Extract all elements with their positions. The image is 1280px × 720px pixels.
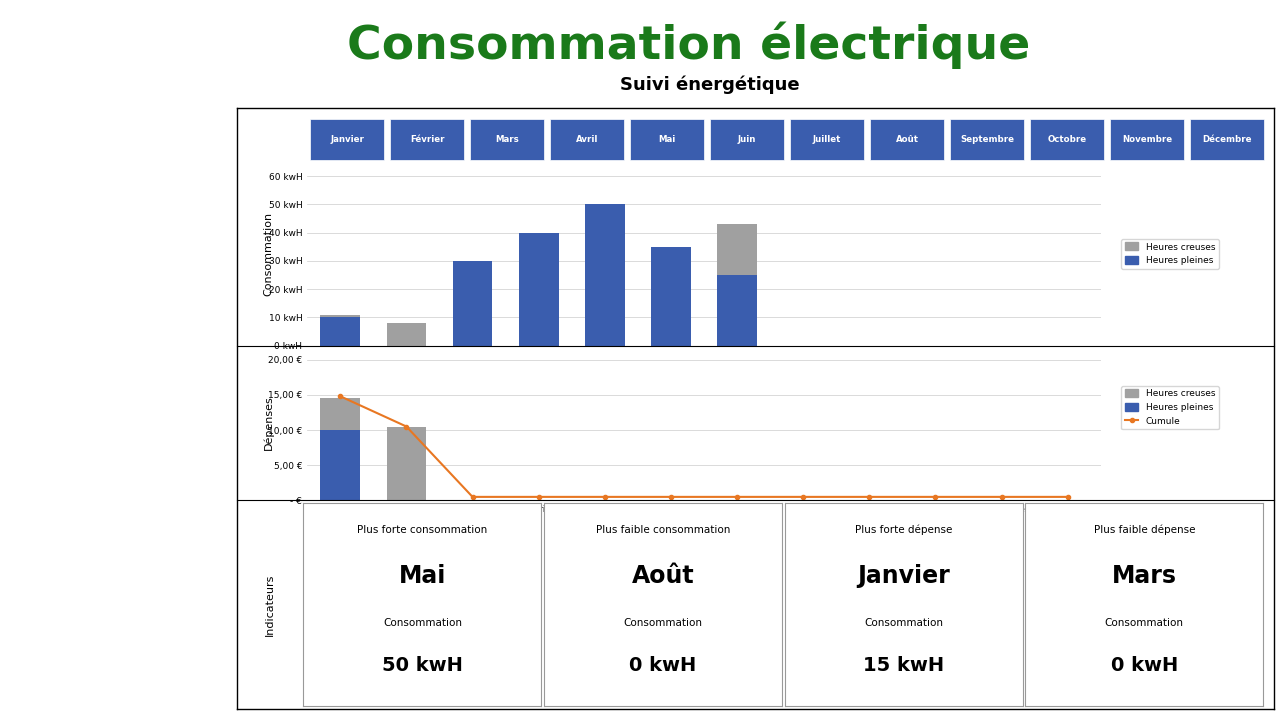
Bar bbox=[950, 119, 1024, 161]
Bar bbox=[870, 119, 943, 161]
Text: Dépenses: Dépenses bbox=[262, 395, 274, 451]
Text: Septembre: Septembre bbox=[960, 135, 1014, 144]
Text: Plus faible dépense: Plus faible dépense bbox=[1093, 524, 1196, 535]
Text: Juillet: Juillet bbox=[813, 135, 841, 144]
Text: Consommation: Consommation bbox=[383, 618, 462, 628]
Text: Octobre: Octobre bbox=[1047, 135, 1087, 144]
Bar bbox=[1110, 119, 1184, 161]
Text: ⚙: ⚙ bbox=[106, 474, 163, 534]
Bar bbox=[310, 119, 384, 161]
Text: 0 kwH: 0 kwH bbox=[630, 656, 696, 675]
Text: Juin: Juin bbox=[739, 135, 756, 144]
Text: 15 kwH: 15 kwH bbox=[863, 656, 945, 675]
Bar bbox=[387, 426, 426, 500]
Text: Consommation: Consommation bbox=[864, 618, 943, 628]
Bar bbox=[710, 119, 783, 161]
Text: Mars: Mars bbox=[1112, 564, 1176, 588]
Text: Février: Février bbox=[410, 135, 444, 144]
Bar bbox=[790, 119, 864, 161]
Text: Août: Août bbox=[896, 135, 919, 144]
Text: 50 kwH: 50 kwH bbox=[381, 656, 463, 675]
Bar bbox=[717, 224, 756, 275]
Bar bbox=[320, 318, 360, 346]
Bar bbox=[320, 398, 360, 430]
Text: Janvier: Janvier bbox=[858, 564, 950, 588]
Text: Indicateurs: Indicateurs bbox=[265, 574, 275, 636]
Bar bbox=[585, 204, 625, 346]
Text: Partie 3: Partie 3 bbox=[1119, 19, 1253, 49]
Bar bbox=[390, 119, 463, 161]
Bar bbox=[630, 119, 704, 161]
Text: Mai: Mai bbox=[659, 135, 676, 144]
Text: Décembre: Décembre bbox=[1202, 135, 1252, 144]
Bar bbox=[1190, 119, 1263, 161]
Text: Consommation: Consommation bbox=[264, 212, 273, 296]
Text: Plus forte dépense: Plus forte dépense bbox=[855, 524, 952, 535]
Bar bbox=[453, 261, 493, 346]
Text: Avril: Avril bbox=[576, 135, 598, 144]
Bar bbox=[320, 315, 360, 318]
Text: Mars: Mars bbox=[495, 135, 520, 144]
Text: Consommation électrique: Consommation électrique bbox=[347, 21, 1030, 68]
Bar bbox=[550, 119, 623, 161]
Text: Plus faible consommation: Plus faible consommation bbox=[596, 525, 730, 535]
Text: Consommation: Consommation bbox=[1105, 618, 1184, 628]
Bar bbox=[717, 275, 756, 346]
Text: L'entrepreneur: L'entrepreneur bbox=[99, 243, 125, 477]
Bar bbox=[518, 233, 558, 346]
Legend: Heures creuses, Heures pleines, Cumule: Heures creuses, Heures pleines, Cumule bbox=[1121, 386, 1219, 429]
Text: ⚙: ⚙ bbox=[38, 536, 73, 573]
Bar bbox=[320, 430, 360, 500]
Bar bbox=[470, 119, 544, 161]
Bar bbox=[652, 247, 691, 346]
Text: Suivi énergétique: Suivi énergétique bbox=[620, 76, 800, 94]
Bar bbox=[387, 323, 426, 346]
Bar bbox=[1030, 119, 1103, 161]
Text: 0 kwH: 0 kwH bbox=[1111, 656, 1178, 675]
Text: Consommation: Consommation bbox=[623, 618, 703, 628]
Text: Plus forte consommation: Plus forte consommation bbox=[357, 525, 488, 535]
Text: Novembre: Novembre bbox=[1123, 135, 1172, 144]
Text: Mai: Mai bbox=[398, 564, 447, 588]
Legend: Heures creuses, Heures pleines: Heures creuses, Heures pleines bbox=[1121, 239, 1219, 269]
Text: Janvier: Janvier bbox=[330, 135, 364, 144]
Text: Août: Août bbox=[632, 564, 694, 588]
